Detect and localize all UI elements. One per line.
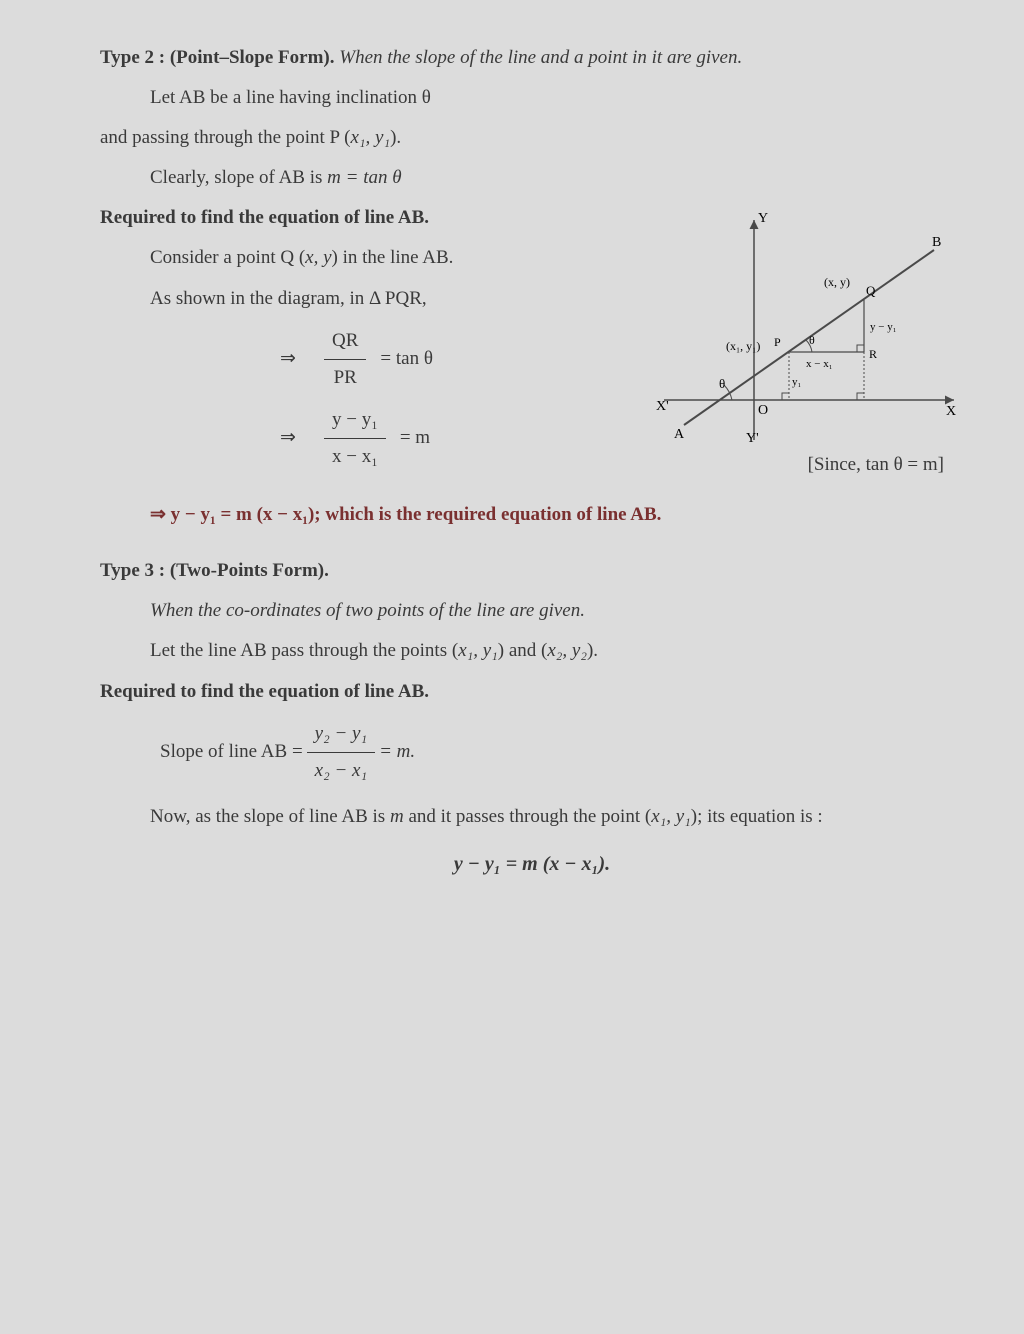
type3-desc: When the co-ordinates of two points of t… (150, 593, 964, 629)
type2-result: ⇒ y − y₁ = m (x − x₁); which is the requ… (150, 497, 964, 533)
final-equation: y − y₁ = m (x − x₁). (100, 845, 964, 883)
since-note: [Since, tan θ = m] (100, 447, 964, 483)
type2-line1: Let AB be a line having inclination θ (150, 80, 964, 116)
type3-now: Now, as the slope of line AB is m and it… (150, 799, 964, 835)
slope-eq: Slope of line AB = y₂ − y₁ x₂ − x₁ = m. (160, 716, 964, 789)
label-yseg: y₁ (792, 376, 802, 388)
type2-title: Type 2 : (Point–Slope Form). (100, 47, 335, 68)
label-Xprime: X' (656, 399, 669, 414)
label-A: A (674, 427, 685, 442)
type2-line2: and passing through the point P (x₁, y₁)… (100, 120, 964, 156)
type2-heading: Type 2 : (Point–Slope Form). When the sl… (100, 40, 964, 76)
type3-heading: Type 3 : (Two-Points Form). (100, 553, 964, 589)
type2-line3: Clearly, slope of AB is m = tan θ (150, 160, 964, 196)
label-X: X (946, 404, 956, 419)
frac-qr-pr: QR PR (324, 323, 366, 396)
type3-required: Required to find the equation of line AB… (100, 674, 964, 710)
coordinate-diagram: Y X X' Y' O A B θ θ P Q R (x₁, y₁) (x, y… (654, 210, 964, 450)
label-Q: Q (866, 283, 876, 298)
label-Yprime: Y' (746, 431, 759, 446)
label-seg2: y − y₁ (870, 321, 897, 333)
label-theta2: θ (809, 333, 815, 347)
type2-desc: When the slope of the line and a point i… (335, 47, 743, 68)
label-ptP: (x₁, y₁) (726, 339, 760, 353)
label-P: P (774, 335, 781, 349)
label-ptQ: (x, y) (824, 275, 850, 289)
frac-slope2: y₂ − y₁ x₂ − x₁ (307, 716, 375, 789)
label-Y: Y (758, 211, 768, 226)
frac-slope: y − y₁ x − x₁ (324, 402, 386, 475)
type3-line1: Let the line AB pass through the points … (150, 633, 964, 669)
label-O: O (758, 403, 768, 418)
label-seg1: x − x₁ (806, 358, 833, 370)
label-theta1: θ (719, 376, 725, 391)
label-B: B (932, 235, 941, 250)
label-R: R (869, 347, 877, 361)
